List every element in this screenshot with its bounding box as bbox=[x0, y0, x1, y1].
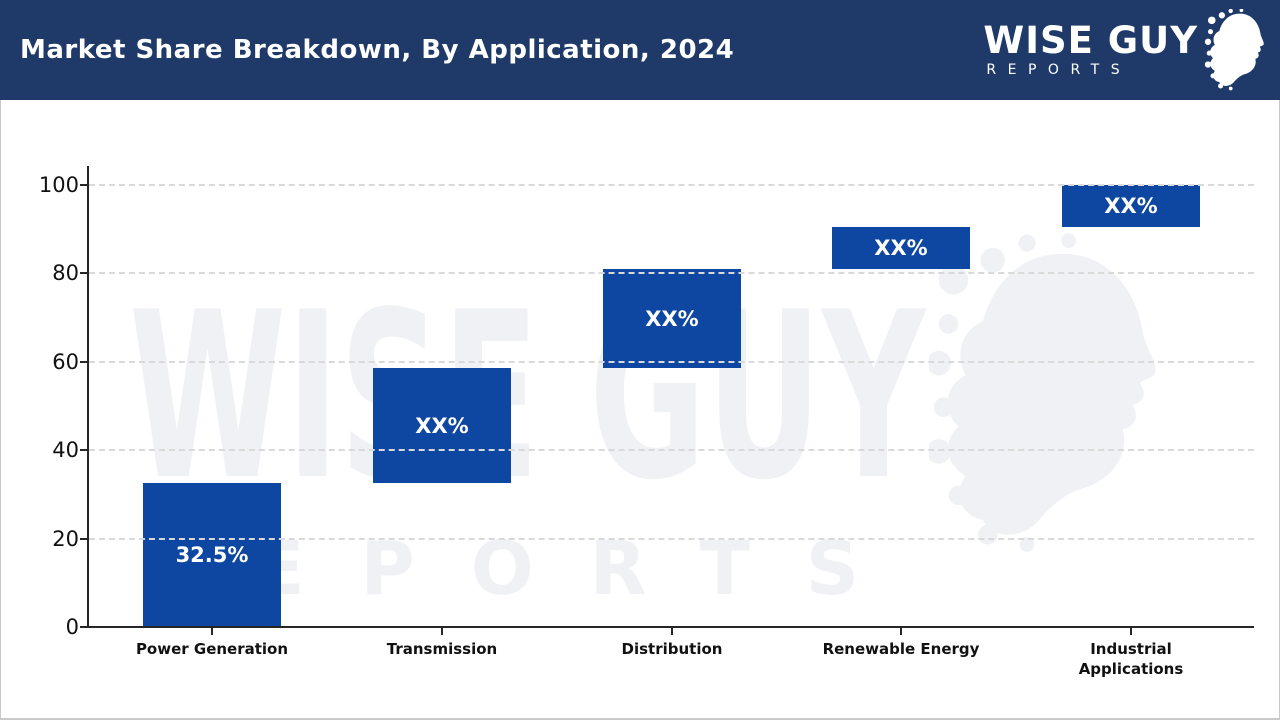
x-category-label: Industrial Applications bbox=[1078, 640, 1184, 679]
bar-value-label: XX% bbox=[874, 235, 928, 260]
waterfall-bar bbox=[373, 368, 511, 484]
waterfall-bar bbox=[832, 226, 970, 269]
y-tick-mark bbox=[80, 184, 88, 186]
waterfall-bar bbox=[1062, 185, 1200, 227]
x-tick-mark bbox=[1130, 628, 1132, 635]
logo-text: WISE GUY REPORTS bbox=[983, 22, 1198, 78]
bar-value-label: XX% bbox=[1104, 193, 1158, 218]
y-tick-label: 20 bbox=[52, 526, 79, 551]
x-tick-mark bbox=[441, 628, 443, 635]
bar-value-label: XX% bbox=[645, 306, 699, 331]
waterfall-bar bbox=[143, 483, 281, 627]
dotted-face-profile-icon bbox=[1204, 9, 1264, 91]
wise-guy-reports-logo: WISE GUY REPORTS bbox=[983, 9, 1270, 91]
logo-wordmark: WISE GUY bbox=[983, 19, 1198, 62]
x-tick-mark bbox=[211, 628, 213, 635]
bar-value-label: 32.5% bbox=[175, 543, 249, 568]
chart-plot-area: WISE GUY REPORTS 0 20 40 60 80 100 32.5% Power … bbox=[0, 100, 1280, 720]
x-category-label: Renewable Energy bbox=[822, 640, 980, 658]
y-tick-label: 40 bbox=[52, 438, 79, 463]
gridline bbox=[89, 449, 1254, 452]
x-category-label: Distribution bbox=[621, 640, 723, 658]
y-tick-mark bbox=[80, 537, 88, 540]
y-tick-label: 100 bbox=[38, 173, 79, 197]
x-tick-mark bbox=[900, 628, 902, 635]
y-tick-label: 60 bbox=[52, 349, 79, 374]
gridline bbox=[89, 360, 1254, 363]
page-title: Market Share Breakdown, By Application, … bbox=[20, 35, 735, 65]
y-tick-mark bbox=[80, 626, 88, 628]
waterfall-bar bbox=[603, 268, 741, 369]
y-tick-mark bbox=[80, 360, 88, 363]
gridline bbox=[89, 537, 1254, 540]
logo-subtext: REPORTS bbox=[986, 62, 1132, 78]
y-tick-label: 0 bbox=[65, 615, 79, 639]
x-axis-line bbox=[87, 626, 1254, 628]
gridline bbox=[89, 184, 1254, 186]
watermark-wordmark: WISE GUY bbox=[129, 264, 926, 531]
y-tick-label: 80 bbox=[52, 261, 79, 286]
x-category-label: Power Generation bbox=[135, 640, 289, 658]
header-banner: Market Share Breakdown, By Application, … bbox=[0, 0, 1280, 100]
bar-value-label: XX% bbox=[415, 413, 469, 438]
y-tick-mark bbox=[80, 449, 88, 452]
y-tick-mark bbox=[80, 272, 88, 275]
y-axis-line bbox=[87, 166, 89, 628]
x-tick-mark bbox=[671, 628, 673, 635]
x-category-label: Transmission bbox=[386, 640, 498, 658]
gridline bbox=[89, 272, 1254, 275]
